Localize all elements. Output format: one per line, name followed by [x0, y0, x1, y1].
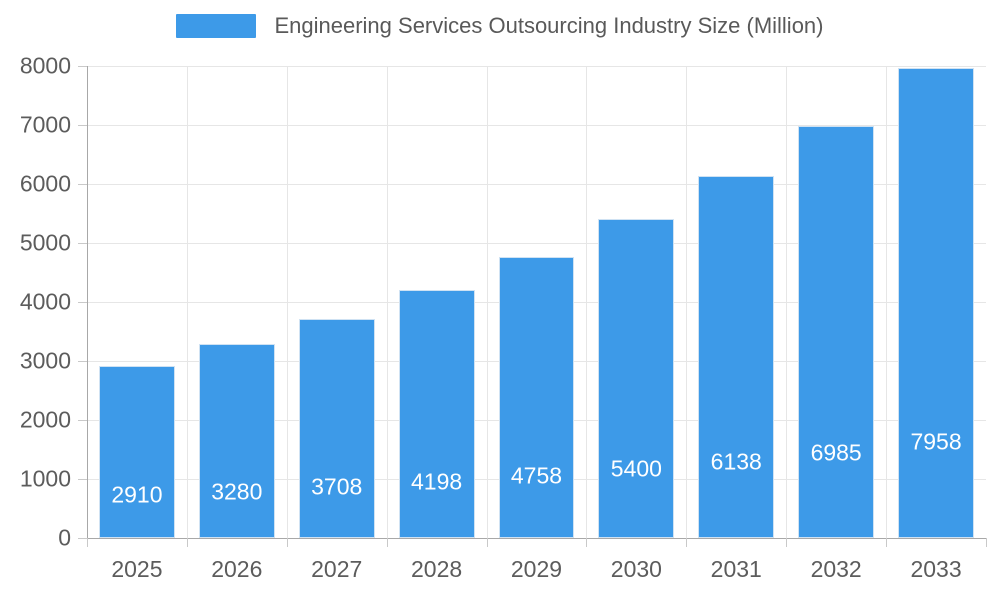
y-axis-label: 5000	[19, 229, 71, 256]
legend-item[interactable]: Engineering Services Outsourcing Industr…	[176, 13, 824, 39]
x-axis-tick	[87, 538, 88, 547]
gridline-vertical	[686, 66, 688, 538]
x-axis-tick	[886, 538, 888, 547]
x-axis-tick	[786, 538, 788, 547]
y-axis-tick	[78, 66, 87, 67]
y-axis-label: 3000	[19, 347, 71, 374]
x-axis-line	[87, 538, 986, 539]
x-axis-label: 2033	[910, 556, 962, 582]
gridline-vertical	[286, 66, 288, 538]
x-axis-tick	[486, 538, 488, 547]
x-axis-label: 2030	[610, 556, 662, 582]
gridline-horizontal	[87, 243, 986, 244]
y-axis-tick	[78, 361, 87, 362]
bar-value-label: 6138	[710, 448, 762, 475]
x-axis-label: 2029	[510, 556, 563, 582]
x-axis-tick	[286, 538, 288, 547]
y-axis-label: 0	[58, 524, 71, 551]
y-axis-tick	[78, 125, 87, 126]
y-axis-tick	[78, 538, 87, 539]
bar[interactable]	[298, 319, 375, 538]
legend-color-swatch	[176, 14, 257, 38]
bar-value-label: 3708	[311, 473, 363, 500]
x-axis-label: 2032	[810, 556, 862, 582]
y-axis-label: 8000	[19, 52, 71, 79]
y-axis-label: 2000	[19, 406, 71, 433]
x-axis-tick	[686, 538, 688, 547]
x-axis-label: 2027	[311, 556, 363, 582]
x-axis-label: 2025	[111, 556, 163, 582]
y-axis-label: 6000	[19, 170, 71, 197]
gridline-horizontal	[87, 184, 986, 185]
gridline-vertical	[386, 66, 388, 538]
x-axis-label: 2026	[211, 556, 263, 582]
bar-value-label: 3280	[211, 478, 263, 505]
y-axis-tick	[78, 302, 87, 303]
bar[interactable]	[598, 219, 675, 538]
bar[interactable]	[98, 366, 175, 538]
bar-value-label: 6985	[810, 439, 862, 466]
gridline-vertical	[486, 66, 488, 538]
x-axis-tick	[986, 538, 987, 547]
gridline-vertical	[586, 66, 588, 538]
bar-value-label: 4198	[411, 468, 463, 495]
legend-label: Engineering Services Outsourcing Industr…	[274, 13, 824, 38]
bar-value-label: 4758	[510, 462, 563, 489]
x-axis-tick	[386, 538, 388, 547]
y-axis-line	[87, 66, 88, 538]
chart-legend: Engineering Services Outsourcing Industr…	[0, 0, 1000, 52]
bar-value-label: 2910	[111, 481, 163, 508]
y-axis-tick	[78, 479, 87, 480]
x-axis-label: 2028	[411, 556, 463, 582]
y-axis-tick	[78, 420, 87, 421]
gridline-vertical	[886, 66, 888, 538]
y-axis-label: 1000	[19, 465, 71, 492]
bar[interactable]	[698, 175, 775, 538]
bar-value-label: 7958	[910, 428, 962, 455]
gridline-vertical	[186, 66, 188, 538]
gridline-vertical	[786, 66, 788, 538]
x-axis-tick	[186, 538, 188, 547]
y-axis-label: 7000	[19, 111, 71, 138]
bar[interactable]	[898, 68, 974, 538]
bar-value-label: 5400	[610, 455, 662, 482]
y-axis-tick	[78, 243, 87, 244]
gridline-horizontal	[87, 125, 986, 126]
y-axis-label: 4000	[19, 288, 71, 315]
bar[interactable]	[198, 344, 275, 538]
bar[interactable]	[398, 290, 475, 538]
gridline-horizontal	[87, 66, 986, 67]
bar[interactable]	[498, 257, 575, 538]
x-axis-tick	[586, 538, 588, 547]
x-axis-label: 2031	[710, 556, 762, 582]
y-axis-tick	[78, 184, 87, 185]
bar[interactable]	[798, 125, 875, 538]
